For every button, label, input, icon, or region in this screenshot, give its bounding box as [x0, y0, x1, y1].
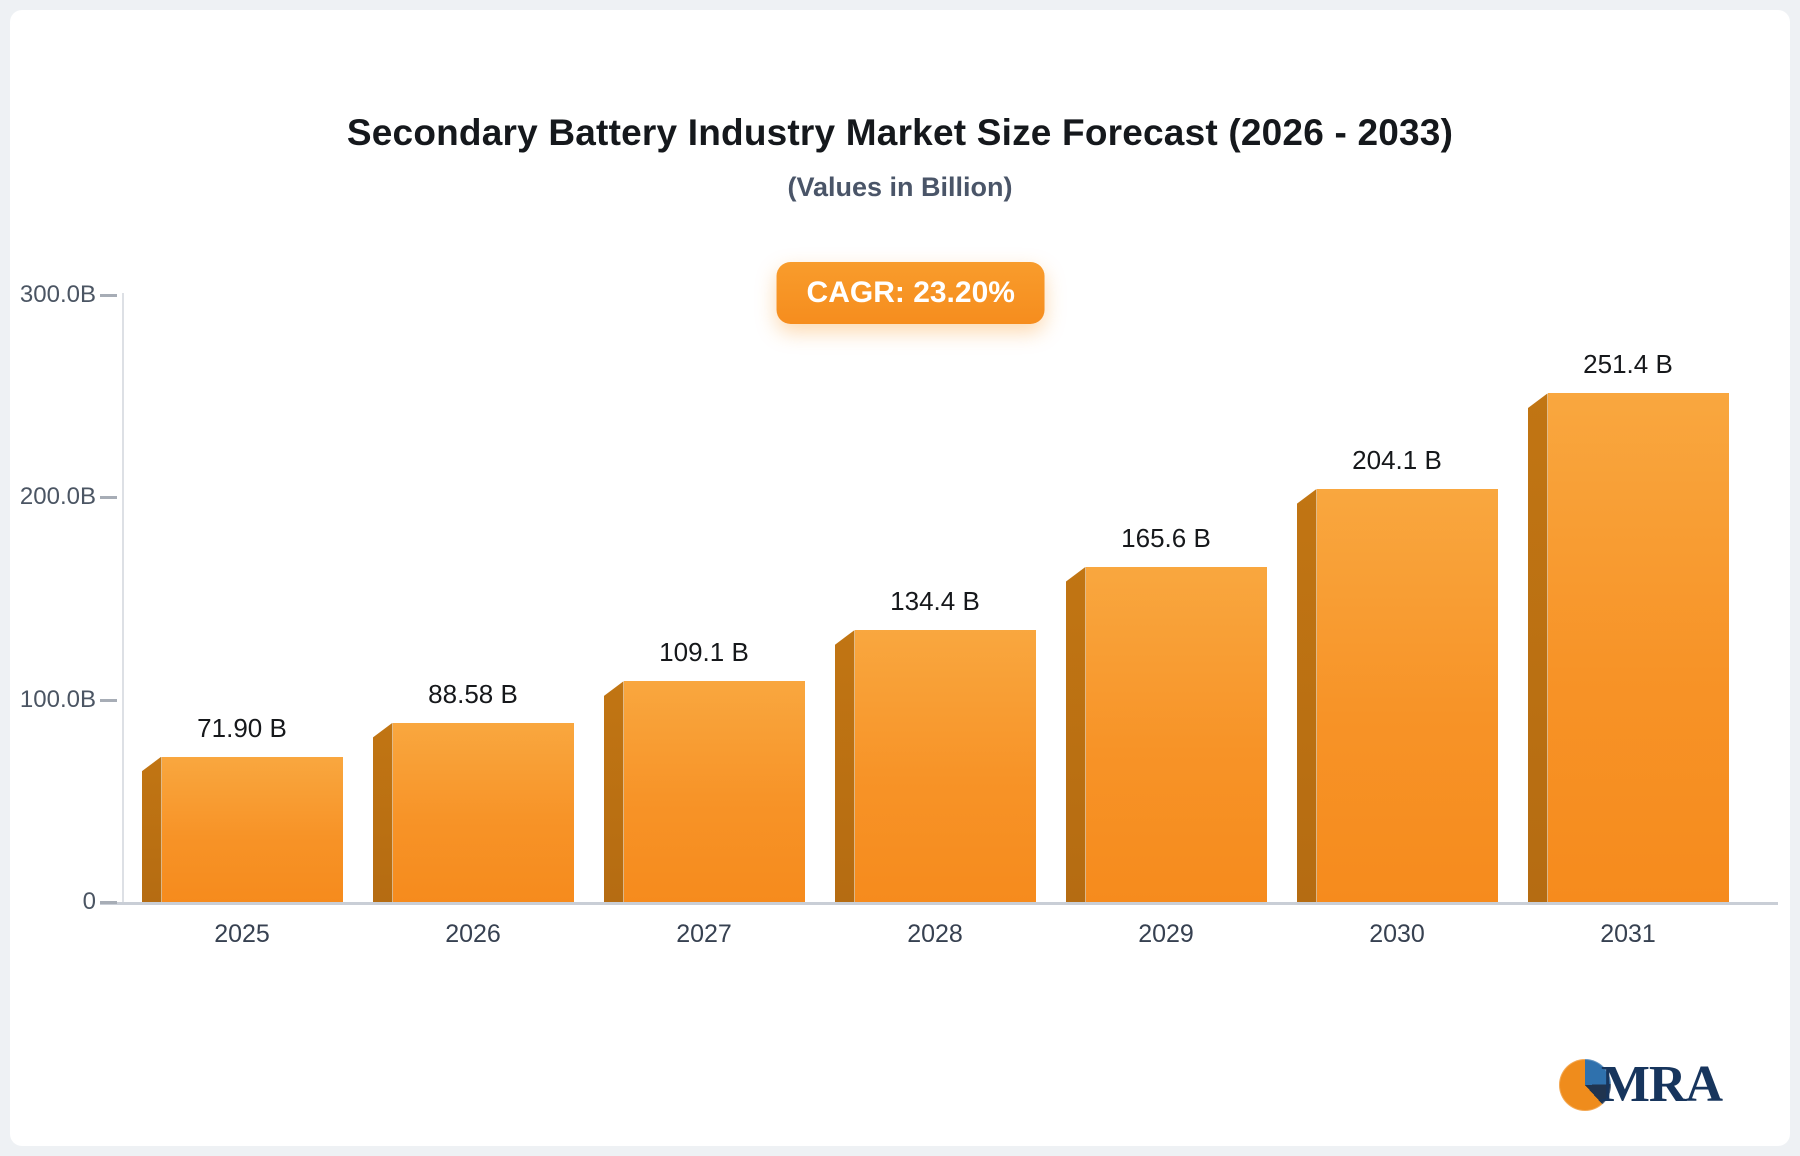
bar-side-face [1296, 489, 1317, 902]
y-tick-label: 100.0B [19, 685, 96, 713]
bar-value-label: 109.1 B [659, 637, 749, 668]
bar-side-face [603, 681, 624, 902]
bar-2031: 251.4 B 2031 [1527, 349, 1729, 948]
bar-value-label: 165.6 B [1121, 522, 1211, 553]
x-axis-baseline [100, 902, 1778, 905]
brand-logo-pie-icon [1558, 1058, 1611, 1111]
bar-value-label: 251.4 B [1583, 349, 1673, 380]
cagr-badge: CAGR: 23.20% [776, 262, 1045, 324]
y-tick-mark [100, 698, 117, 702]
bar-2025: 71.90 B 2025 [141, 713, 343, 948]
x-tick-label: 2028 [907, 919, 963, 948]
y-tick-mark [100, 496, 117, 500]
bar-side-face [1065, 566, 1086, 902]
bar-side-face [141, 756, 162, 902]
bar-2030: 204.1 B 2030 [1296, 445, 1498, 948]
bar-front-face [623, 681, 805, 902]
x-tick-label: 2027 [676, 919, 732, 948]
bar-front-face [1547, 393, 1729, 902]
x-tick-label: 2025 [214, 919, 270, 948]
brand-logo: MRA [1558, 1055, 1723, 1114]
bar-value-label: 88.58 B [428, 678, 518, 709]
chart-subtitle: (Values in Billion) [787, 172, 1013, 202]
chart-title: Secondary Battery Industry Market Size F… [346, 112, 1454, 153]
y-tick-label: 200.0B [19, 483, 96, 511]
brand-logo-text: MRA [1600, 1056, 1723, 1113]
bar-side-face [834, 630, 855, 902]
bar-side-face [1527, 393, 1548, 902]
bar-front-face [854, 630, 1036, 902]
bar-2029: 165.6 B 2029 [1065, 523, 1267, 948]
bar-side-face [372, 722, 393, 902]
bar-front-face [161, 756, 343, 902]
bar-front-face [1316, 489, 1498, 902]
bar-front-face [392, 722, 574, 902]
y-axis-line [122, 293, 124, 904]
x-tick-label: 2029 [1138, 919, 1194, 948]
bar-2028: 134.4 B 2028 [834, 586, 1036, 948]
y-tick-mark [100, 901, 117, 904]
bar-value-label: 134.4 B [890, 586, 980, 617]
y-tick-mark [100, 294, 117, 297]
y-tick-label: 0 [82, 888, 96, 915]
y-tick-label: 300.0B [19, 281, 96, 308]
x-tick-label: 2030 [1369, 919, 1425, 948]
bar-2026: 88.58 B 2026 [372, 679, 574, 948]
x-tick-label: 2026 [445, 919, 501, 948]
bar-value-label: 204.1 B [1352, 445, 1442, 476]
x-tick-label: 2031 [1600, 919, 1656, 948]
bar-2027: 109.1 B 2027 [603, 637, 805, 948]
bar-front-face [1085, 566, 1267, 902]
bar-value-label: 71.90 B [197, 712, 287, 743]
